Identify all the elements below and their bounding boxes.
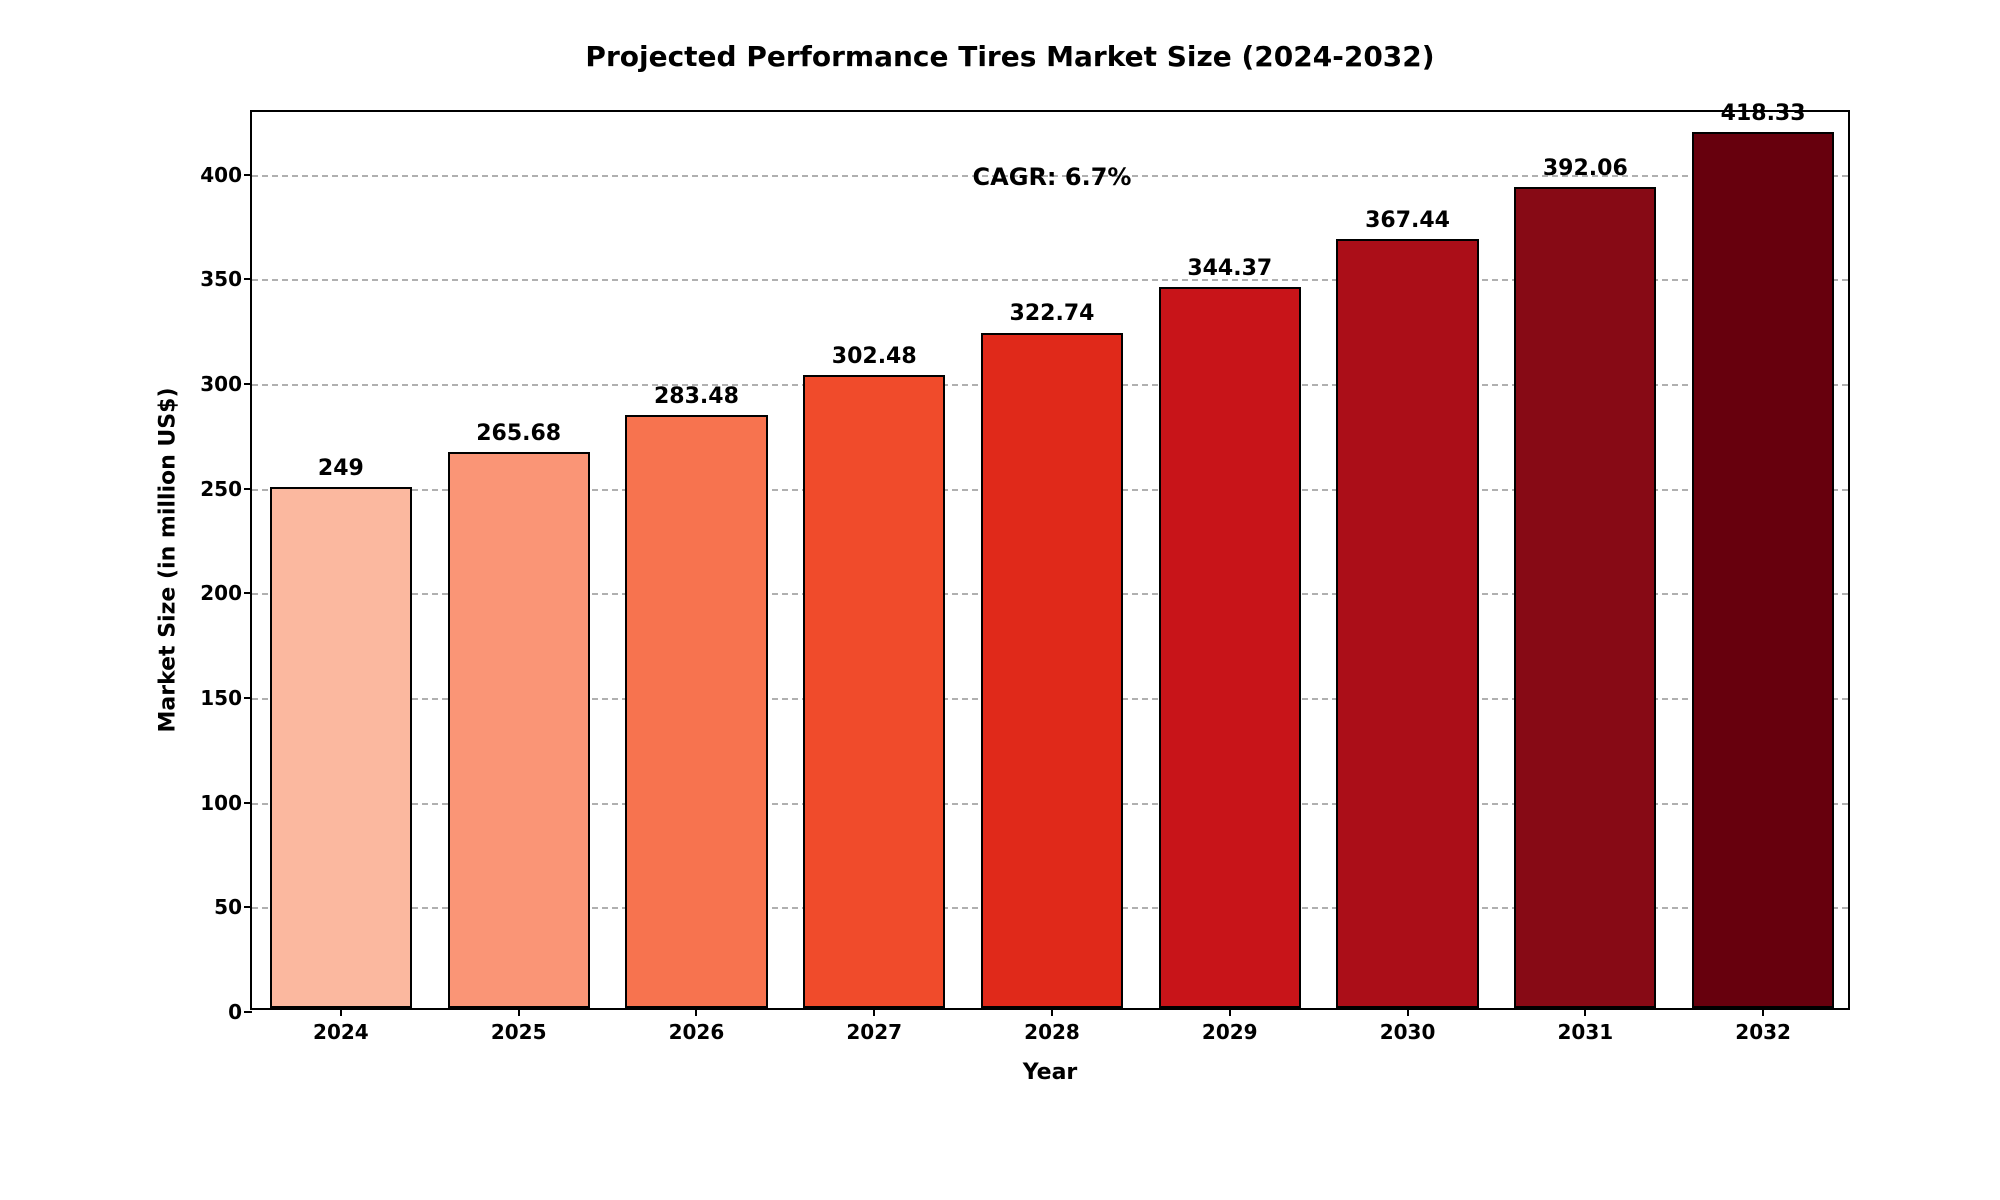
y-tick-mark [244, 383, 252, 385]
bar [1514, 187, 1656, 1008]
bar-value-label: 265.68 [476, 421, 561, 446]
x-tick-mark [873, 1008, 875, 1016]
bar [803, 375, 945, 1008]
bar-value-label: 322.74 [1010, 301, 1095, 326]
x-axis-label: Year [1023, 1060, 1078, 1085]
bar [981, 333, 1123, 1009]
bar-value-label: 392.06 [1543, 156, 1628, 181]
x-tick-mark [1584, 1008, 1586, 1016]
bar-value-label: 344.37 [1187, 256, 1272, 281]
x-tick-mark [518, 1008, 520, 1016]
bar-value-label: 302.48 [832, 344, 917, 369]
y-tick-mark [244, 906, 252, 908]
bar [1336, 239, 1478, 1008]
y-tick-mark [244, 697, 252, 699]
bar [448, 452, 590, 1008]
y-tick-mark [244, 802, 252, 804]
y-tick-mark [244, 278, 252, 280]
bar-value-label: 283.48 [654, 384, 739, 409]
x-tick-mark [1229, 1008, 1231, 1016]
chart-title: Projected Performance Tires Market Size … [130, 40, 1890, 73]
y-axis-label: Market Size (in million US$) [156, 387, 181, 732]
x-tick-mark [340, 1008, 342, 1016]
bar [1159, 287, 1301, 1008]
bar-value-label: 418.33 [1721, 101, 1806, 126]
plot-area: 0501001502002503003504002492024265.68202… [250, 110, 1850, 1010]
bar-value-label: 249 [318, 456, 364, 481]
y-tick-mark [244, 488, 252, 490]
bar [270, 487, 412, 1008]
bar-value-label: 367.44 [1365, 208, 1450, 233]
y-tick-mark [244, 174, 252, 176]
x-tick-mark [695, 1008, 697, 1016]
x-tick-mark [1762, 1008, 1764, 1016]
y-tick-mark [244, 1011, 252, 1013]
bar [1692, 132, 1834, 1008]
bar [625, 415, 767, 1008]
y-tick-mark [244, 592, 252, 594]
x-tick-mark [1051, 1008, 1053, 1016]
cagr-annotation: CAGR: 6.7% [973, 163, 1132, 191]
chart-container: Projected Performance Tires Market Size … [130, 40, 1890, 1120]
x-tick-mark [1407, 1008, 1409, 1016]
